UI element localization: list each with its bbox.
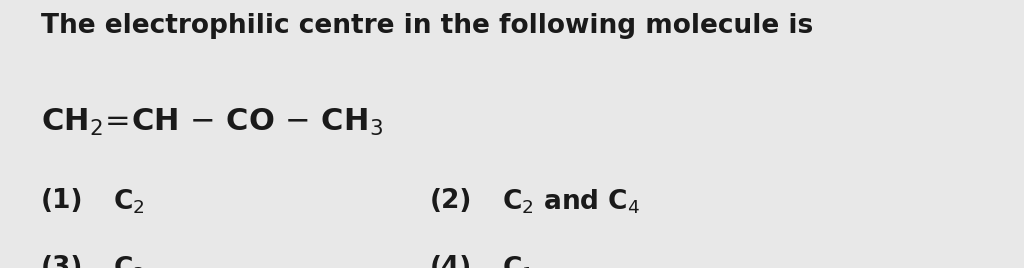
Text: C$_1$: C$_1$	[502, 255, 534, 268]
Text: C$_3$: C$_3$	[113, 255, 144, 268]
Text: The electrophilic centre in the following molecule is: The electrophilic centre in the followin…	[41, 13, 813, 39]
Text: (1): (1)	[41, 188, 84, 214]
Text: (3): (3)	[41, 255, 83, 268]
Text: C$_2$ and C$_4$: C$_2$ and C$_4$	[502, 188, 640, 216]
Text: (4): (4)	[430, 255, 472, 268]
Text: C$_2$: C$_2$	[113, 188, 144, 216]
Text: (2): (2)	[430, 188, 472, 214]
Text: CH$_2\!=\!$CH $-$ CO $-$ CH$_3$: CH$_2\!=\!$CH $-$ CO $-$ CH$_3$	[41, 107, 383, 138]
